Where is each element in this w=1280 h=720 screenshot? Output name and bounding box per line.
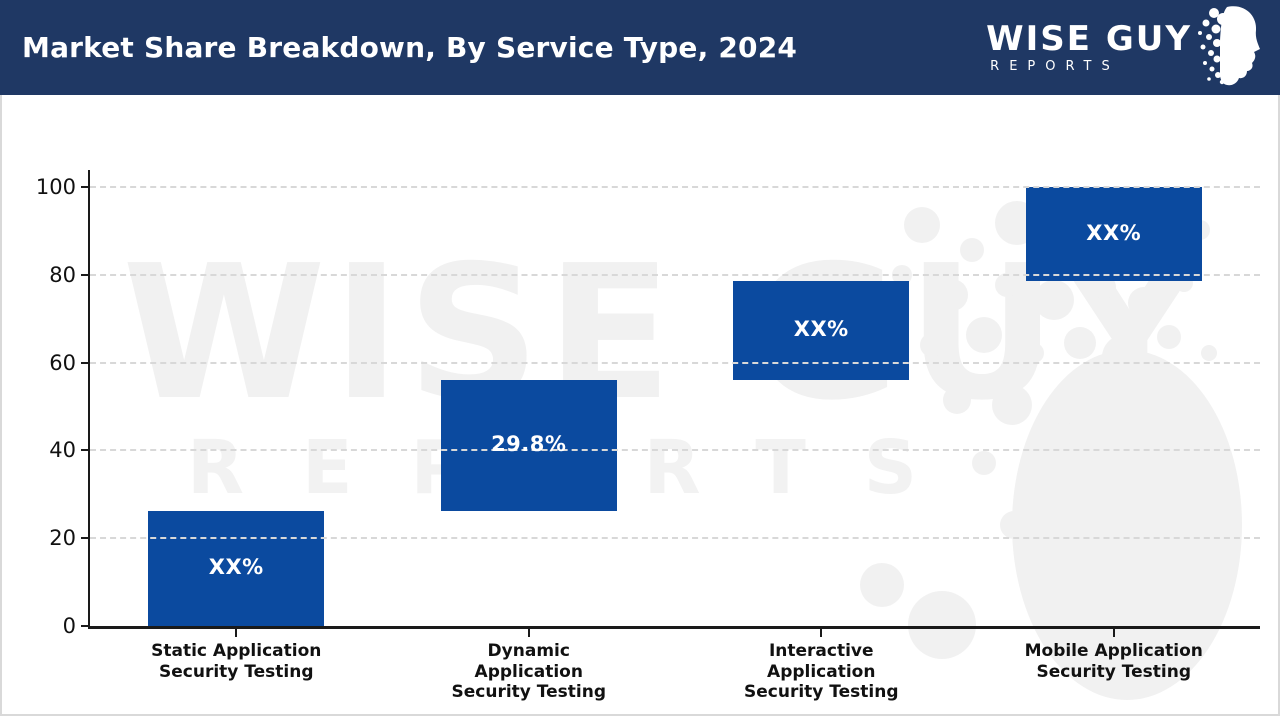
y-tick-mark — [81, 625, 89, 627]
y-tick-label: 80 — [49, 262, 76, 287]
x-category-label-line: Application — [767, 661, 876, 682]
x-category-label-line: Dynamic — [487, 641, 570, 661]
gridline — [90, 273, 1260, 276]
y-tick-label: 100 — [35, 175, 76, 199]
x-tick-mark — [820, 629, 823, 637]
y-tick-mark — [81, 186, 89, 188]
y-tick-mark — [81, 361, 89, 364]
x-tick-mark — [235, 629, 238, 637]
y-tick-label: 0 — [62, 614, 76, 638]
y-tick-mark — [81, 273, 89, 276]
page-title: Market Share Breakdown, By Service Type,… — [22, 31, 798, 64]
x-category-label-line: Static Application — [151, 641, 322, 661]
x-category-label: Mobile Application Security Testing — [964, 641, 1264, 682]
gridline — [90, 186, 1260, 188]
bar — [440, 379, 617, 511]
x-category-label-line: Security Testing — [1036, 661, 1191, 682]
y-tick-label: 60 — [49, 350, 76, 375]
x-category-label-line: Interactive — [768, 641, 874, 661]
gridline — [90, 361, 1260, 364]
x-axis-line — [88, 626, 1260, 629]
logo-text: WISE GUY REPORTS — [986, 21, 1192, 75]
chart-area: WISE GUY REPORTS XX%29.8%XX%XX% 02040608… — [0, 95, 1280, 716]
y-tick-label: 20 — [49, 526, 76, 551]
bar-value-label: 29.8% — [491, 432, 567, 457]
y-tick-mark — [81, 537, 89, 540]
gridline — [90, 537, 1260, 540]
x-category-label: Dynamic Application Security Testing — [379, 641, 679, 703]
bar-value-label: XX% — [208, 555, 264, 580]
x-category-label-line: Security Testing — [158, 661, 314, 682]
y-tick-label: 40 — [49, 438, 76, 463]
bar — [148, 510, 325, 626]
logo-face-icon — [1194, 3, 1262, 93]
x-category-label-line: Mobile Application — [1024, 641, 1203, 661]
y-axis-line — [88, 170, 90, 629]
bar — [1025, 187, 1202, 281]
x-category-label-line: Security Testing — [743, 682, 899, 702]
logo-subtitle: REPORTS — [990, 58, 1120, 74]
header: Market Share Breakdown, By Service Type,… — [0, 0, 1280, 95]
x-category-label: Static Application Security Testing — [86, 641, 386, 682]
x-category-label-line: Application — [474, 661, 583, 682]
bar-value-label: XX% — [793, 317, 849, 342]
logo: WISE GUY REPORTS — [986, 3, 1262, 93]
x-tick-mark — [527, 629, 530, 637]
x-category-label-line: Security Testing — [451, 682, 606, 702]
bottom-strip — [0, 716, 1280, 720]
logo-wordmark: WISE GUY — [986, 18, 1192, 59]
bar-value-label: XX% — [1086, 220, 1142, 245]
x-tick-mark — [1112, 629, 1115, 637]
y-tick-mark — [81, 449, 89, 452]
x-category-label: Interactive Application Security Testing — [671, 641, 971, 703]
gridline — [90, 449, 1260, 452]
